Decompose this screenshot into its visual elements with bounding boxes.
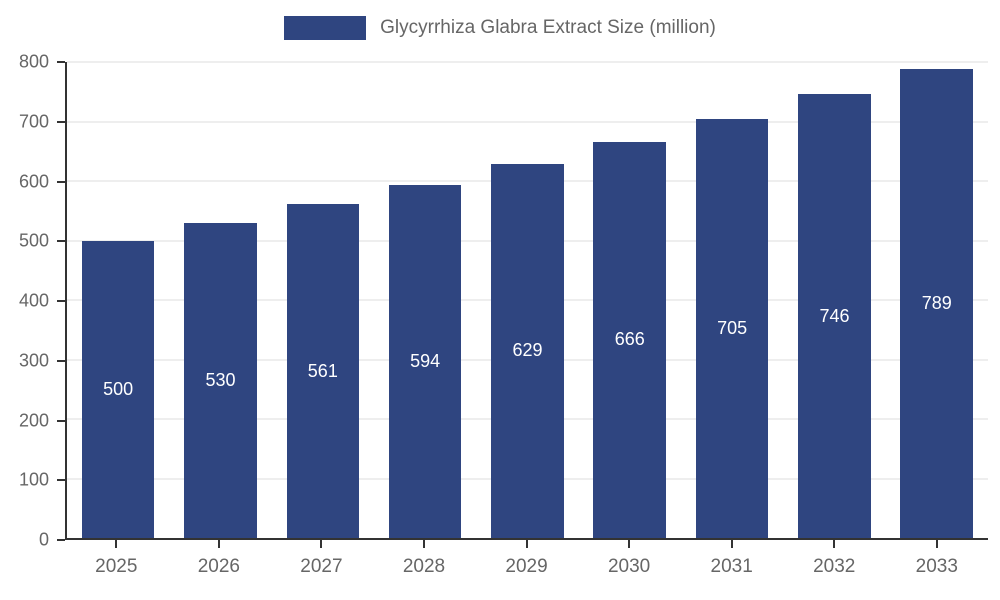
bar-2030[interactable]: 666: [593, 141, 667, 538]
y-tick-label: 0: [38, 529, 49, 550]
bars: 500 530 561 594 629 666 705 746 789: [67, 62, 988, 538]
bar-value-label: 530: [205, 369, 236, 390]
bar-slot: 500: [67, 62, 169, 538]
x-axis: 2025 2026 2027 2028 2029 2030 2031 2032 2033: [65, 540, 988, 578]
y-tick-mark: [57, 359, 65, 362]
y-tick-label: 500: [18, 230, 49, 251]
y-tick-label: 400: [18, 290, 49, 311]
legend: Glycyrrhiza Glabra Extract Size (million…: [0, 16, 1000, 40]
bar-slot: 789: [886, 62, 988, 538]
bar-slot: 629: [476, 62, 578, 538]
bar-2027[interactable]: 561: [286, 204, 360, 538]
x-tick-mark: [525, 540, 528, 548]
bar-value-label: 500: [103, 378, 134, 399]
bar-value-label: 789: [921, 292, 952, 313]
bar-2031[interactable]: 705: [695, 118, 769, 538]
y-tick-mark: [57, 479, 65, 482]
bar-2032[interactable]: 746: [798, 94, 871, 538]
x-tick-mark: [628, 540, 631, 548]
x-tick-label: 2025: [65, 540, 168, 578]
x-tick-mark: [833, 540, 836, 548]
x-tick-mark: [217, 540, 220, 548]
x-tick-label: 2029: [475, 540, 578, 578]
y-tick-mark: [57, 539, 65, 541]
bar-value-label: 705: [717, 317, 748, 338]
y-tick-label: 100: [18, 469, 49, 490]
bar-2028[interactable]: 594: [388, 184, 462, 538]
gridline: [67, 61, 988, 63]
bar-slot: 666: [579, 62, 681, 538]
x-tick-mark: [115, 540, 118, 548]
bar-slot: 561: [272, 62, 374, 538]
bar-2033[interactable]: 789: [900, 68, 974, 538]
plot-area: 500 530 561 594 629 666 705 746 789: [65, 61, 988, 540]
y-tick-mark: [57, 61, 65, 63]
bar-value-label: 594: [410, 350, 441, 371]
bar-value-label: 746: [819, 305, 850, 326]
y-tick-mark: [57, 120, 65, 123]
bar-slot: 746: [783, 62, 885, 538]
bar-slot: 530: [169, 62, 271, 538]
y-tick-mark: [57, 300, 65, 302]
x-tick-label: 2027: [270, 540, 373, 578]
x-tick-mark: [730, 540, 733, 548]
legend-label: Glycyrrhiza Glabra Extract Size (million…: [380, 17, 716, 38]
y-tick-label: 700: [18, 111, 49, 132]
x-tick-label: 2033: [886, 540, 989, 578]
y-tick-label: 200: [18, 410, 49, 430]
y-tick-mark: [57, 240, 65, 243]
gridline: [67, 121, 988, 122]
y-tick-label: 300: [18, 350, 49, 371]
x-tick-label: 2031: [680, 540, 783, 578]
bar-2029[interactable]: 629: [491, 163, 564, 538]
bar-value-label: 666: [614, 329, 645, 350]
x-tick-mark: [422, 540, 425, 548]
y-axis: 0 100 200 300 400 500 600 700 800: [0, 52, 65, 550]
x-tick-label: 2028: [373, 540, 476, 578]
y-tick-mark: [57, 419, 65, 422]
x-tick-label: 2026: [168, 540, 271, 578]
bar-slot: 705: [681, 62, 783, 538]
bar-slot: 594: [374, 62, 476, 538]
x-tick-label: 2030: [578, 540, 681, 578]
y-tick-label: 800: [18, 51, 49, 72]
bar-2025[interactable]: 500: [81, 240, 155, 538]
bar-value-label: 629: [512, 340, 543, 361]
bar-value-label: 561: [307, 360, 338, 381]
legend-swatch: [284, 16, 367, 40]
x-tick-label: 2032: [783, 540, 886, 578]
x-tick-mark: [935, 540, 938, 548]
bar-2026[interactable]: 530: [184, 222, 257, 538]
y-tick-label: 600: [18, 171, 49, 191]
y-tick-mark: [57, 180, 65, 183]
x-tick-mark: [320, 540, 323, 548]
